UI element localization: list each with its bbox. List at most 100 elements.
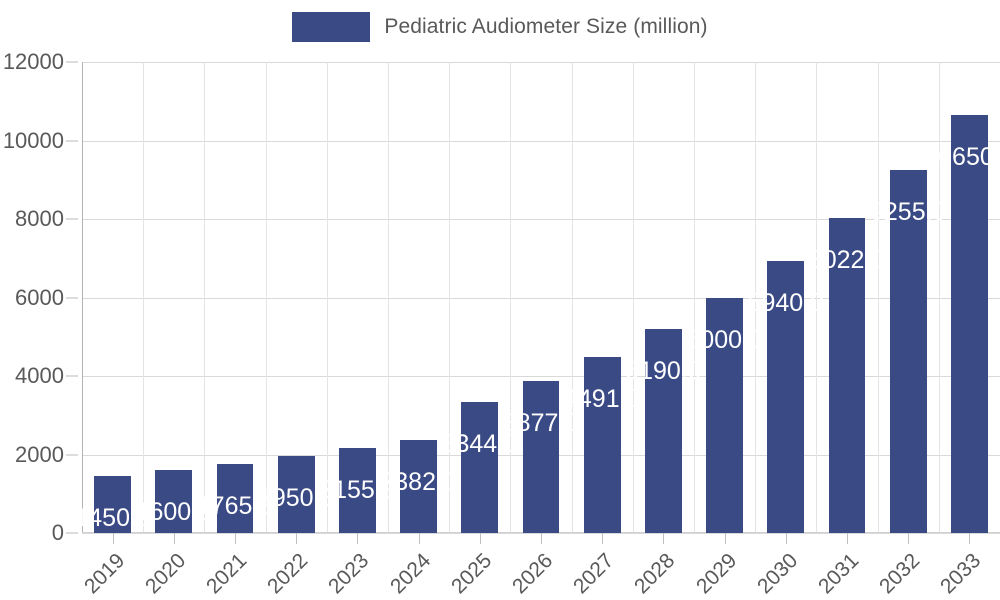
x-axis-tick-mark — [296, 533, 298, 544]
x-axis-tick-mark — [112, 533, 114, 544]
chart-legend: Pediatric Audiometer Size (million) — [0, 12, 1000, 42]
x-axis-tick-mark — [969, 533, 971, 544]
bar[interactable]: 3877.0 — [503, 380, 579, 533]
y-axis-tick-mark — [66, 218, 78, 220]
bar-value-label: 1950.0 — [257, 484, 335, 513]
gridline-vertical — [265, 62, 267, 533]
x-axis-tick-label: 2032 — [875, 549, 925, 599]
gridline-horizontal — [82, 140, 1000, 142]
bar-slot: 3344.0 — [442, 62, 518, 533]
x-axis-slot: 2030 — [752, 533, 816, 600]
y-axis-tick-label: 0 — [51, 520, 64, 545]
gridline-vertical — [449, 62, 451, 533]
x-axis-tick-label: 2019 — [79, 549, 129, 599]
x-axis-tick-label: 2026 — [507, 549, 558, 599]
x-axis-slot: 2023 — [324, 533, 388, 600]
x-axis-slot: 2033 — [936, 533, 1000, 600]
bar[interactable]: 6940.0 — [748, 260, 824, 533]
gridline-vertical — [571, 62, 573, 533]
x-axis-tick-label: 2023 — [324, 549, 374, 599]
bar[interactable]: 1950.0 — [258, 456, 334, 533]
bar[interactable]: 10650.0 — [924, 115, 1000, 533]
bar-value-label: 4491.0 — [563, 384, 641, 413]
x-axis-tick-mark — [357, 533, 359, 544]
bar[interactable]: 8022.0 — [809, 218, 885, 533]
y-axis-tick-mark — [66, 140, 78, 141]
x-axis-tick-label: 2027 — [569, 549, 619, 599]
x-axis-tick-label: 2025 — [446, 549, 497, 599]
bar-series: 1450.0 1600.0 1765.0 1950.0 2155.0 2382.0 3344… — [74, 62, 1000, 533]
x-axis-slot: 2031 — [814, 533, 877, 600]
bar-slot: 5190.0 — [625, 62, 702, 533]
x-axis-slot: 2019 — [79, 533, 143, 600]
bar-slot: 6000.0 — [686, 62, 763, 533]
plot-area: 1450.0 1600.0 1765.0 1950.0 2155.0 2382.0 3344… — [74, 62, 1000, 534]
y-axis-line — [82, 62, 83, 533]
gridline-vertical — [387, 62, 389, 533]
bar-value-label: 1765.0 — [196, 491, 274, 520]
x-axis-tick-label: 2030 — [752, 549, 803, 599]
bar-slot: 3877.0 — [503, 62, 579, 533]
bar[interactable]: 6000.0 — [686, 297, 763, 533]
bar-slot: 2155.0 — [319, 62, 396, 533]
x-axis-slot: 2025 — [446, 533, 510, 600]
x-axis-slot: 2029 — [692, 533, 755, 600]
x-axis-tick-label: 2022 — [263, 549, 313, 599]
x-axis-slot: 2027 — [569, 533, 633, 600]
legend-swatch-icon — [292, 12, 371, 42]
x-axis-tick-mark — [724, 533, 726, 544]
bar-value-label: 3344.0 — [441, 429, 519, 458]
x-axis-slot: 2032 — [875, 533, 939, 600]
bar-slot: 2382.0 — [380, 62, 457, 533]
bar[interactable]: 4491.0 — [564, 356, 640, 533]
gridline-vertical — [693, 62, 695, 533]
bar[interactable]: 1450.0 — [74, 476, 151, 533]
gridline-horizontal — [82, 219, 1000, 220]
y-axis-tick-mark — [66, 61, 78, 63]
bar[interactable]: 1600.0 — [136, 470, 212, 533]
bar[interactable]: 5190.0 — [625, 329, 702, 533]
bar-value-label: 1450.0 — [74, 504, 151, 533]
y-axis-tick-mark — [66, 297, 78, 298]
x-axis-slot: 2026 — [507, 533, 571, 600]
x-axis-tick-label: 2028 — [630, 549, 680, 599]
x-axis-tick-mark — [541, 533, 543, 544]
legend-label: Pediatric Audiometer Size (million) — [384, 15, 708, 38]
bar-value-label: 5190.0 — [625, 357, 702, 386]
gridline-horizontal — [82, 62, 1000, 63]
bar-value-label: 2382.0 — [380, 467, 457, 496]
bar[interactable]: 2382.0 — [380, 439, 457, 533]
bar-value-label: 8022.0 — [808, 246, 886, 275]
y-axis-tick-label: 12000 — [2, 49, 64, 74]
x-axis-tick-mark — [663, 533, 665, 544]
x-axis-tick-mark — [847, 533, 849, 544]
x-axis-slot: 2021 — [202, 533, 265, 600]
gridline-vertical — [755, 62, 757, 533]
x-axis-tick-label: 2033 — [936, 549, 986, 599]
y-axis-tick-label: 8000 — [15, 206, 64, 231]
bar-slot: 8022.0 — [809, 62, 885, 533]
y-axis-tick-label: 6000 — [15, 284, 64, 310]
gridline-vertical — [938, 62, 940, 533]
x-axis-tick-mark — [418, 533, 420, 544]
x-axis-slot: 2022 — [263, 533, 327, 600]
bar[interactable]: 1765.0 — [197, 463, 273, 533]
gridline-horizontal — [82, 533, 1000, 534]
y-axis: 0 2000 4000 6000 8000 10000 12000 — [0, 49, 78, 545]
bar[interactable]: 9255.0 — [870, 169, 946, 533]
x-axis-tick-mark — [785, 533, 787, 544]
x-axis-slot: 2024 — [386, 533, 449, 600]
bar[interactable]: 2155.0 — [319, 448, 396, 533]
y-axis-tick-mark — [66, 454, 78, 455]
bar-value-label: 2155.0 — [319, 476, 396, 505]
gridline-vertical — [204, 62, 206, 533]
gridline-vertical — [326, 62, 328, 533]
bar-slot: 4491.0 — [564, 62, 640, 533]
y-axis-tick-label: 4000 — [15, 363, 64, 388]
gridline-vertical — [632, 62, 634, 533]
bar-slot: 6940.0 — [748, 62, 824, 533]
x-axis-tick-mark — [908, 533, 910, 544]
bar-slot: 10650.0 — [924, 62, 1000, 533]
bar[interactable]: 3344.0 — [442, 401, 518, 533]
